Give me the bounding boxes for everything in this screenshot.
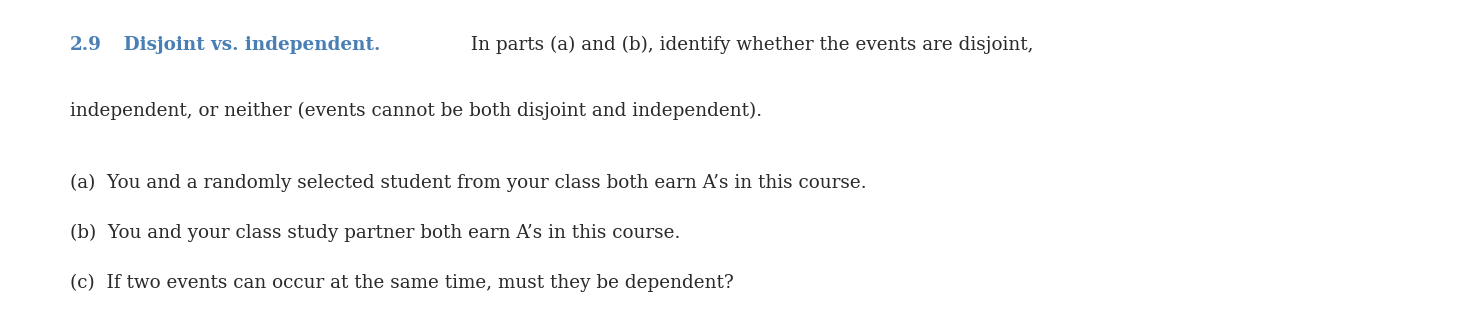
Text: 2.9: 2.9 (70, 36, 102, 54)
Text: (c)  If two events can occur at the same time, must they be dependent?: (c) If two events can occur at the same … (70, 274, 733, 292)
Text: independent, or neither (events cannot be both disjoint and independent).: independent, or neither (events cannot b… (70, 101, 763, 120)
Text: (b)  You and your class study partner both earn A’s in this course.: (b) You and your class study partner bot… (70, 223, 681, 242)
Text: In parts (a) and (b), identify whether the events are disjoint,: In parts (a) and (b), identify whether t… (459, 36, 1033, 54)
Text: Disjoint vs. independent.: Disjoint vs. independent. (111, 36, 381, 54)
Text: (a)  You and a randomly selected student from your class both earn A’s in this c: (a) You and a randomly selected student … (70, 173, 866, 192)
